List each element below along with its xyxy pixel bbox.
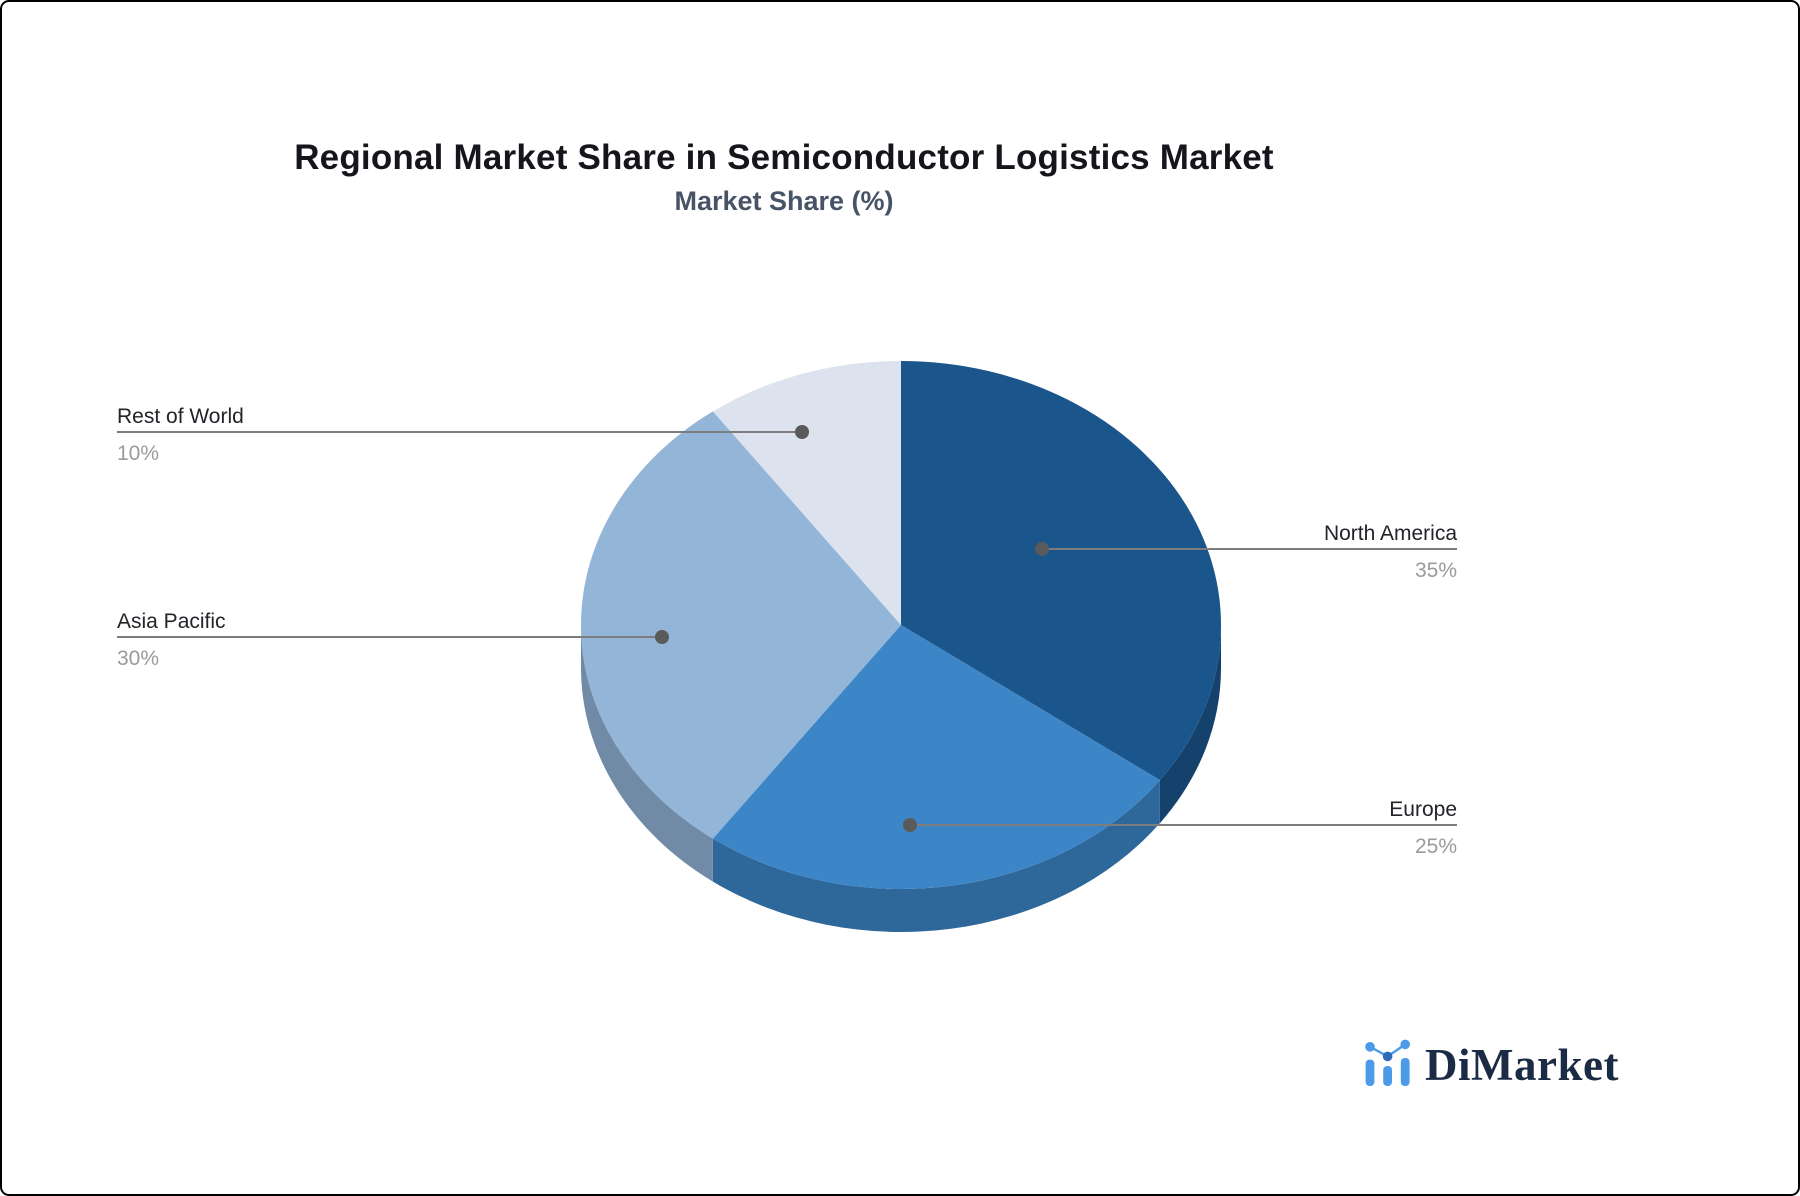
- slice-pct-asia-pacific: 30%: [117, 647, 159, 670]
- brand-logo: DiMarket: [1364, 1036, 1619, 1088]
- pie-slice-side-north-america: [1159, 625, 1221, 824]
- slice-pct-europe: 25%: [1415, 835, 1457, 858]
- chart-subtitle: Market Share (%): [674, 186, 894, 216]
- slice-label-rest-of-world: Rest of World: [117, 405, 244, 428]
- slice-label-north-america: North America: [1324, 522, 1457, 545]
- pie-slice-rest-of-world: [712, 361, 901, 625]
- label-dot-europe: [903, 818, 917, 832]
- slice-label-asia-pacific: Asia Pacific: [117, 610, 226, 633]
- pie-slice-asia-pacific: [581, 411, 901, 839]
- slice-label-europe: Europe: [1389, 798, 1457, 821]
- pie-slice-side-asia-pacific: [581, 625, 713, 882]
- logo-text: DiMarket: [1425, 1040, 1619, 1090]
- pie-top-faces: [581, 361, 1222, 890]
- pie-depth-walls: [581, 625, 1221, 933]
- bar-chart-with-trend-line-icon: [1365, 1039, 1410, 1086]
- pie-labels: North America 35% Europe 25% Asia Pacific 30%…: [117, 405, 1457, 858]
- pie-slice-north-america: [901, 361, 1222, 781]
- pie-slice-side-europe: [712, 780, 1160, 933]
- pie-slice-europe: [712, 625, 1160, 890]
- label-dot-rest-of-world: [795, 425, 809, 439]
- slice-pct-north-america: 35%: [1415, 559, 1457, 582]
- chart-title: Regional Market Share in Semiconductor L…: [294, 138, 1274, 177]
- slice-pct-rest-of-world: 10%: [117, 442, 159, 465]
- trend-dot-mid: [1382, 1051, 1393, 1062]
- trend-dot-left: [1365, 1042, 1375, 1052]
- label-dot-asia-pacific: [655, 630, 669, 644]
- trend-dot-right: [1400, 1039, 1410, 1050]
- label-dot-north-america: [1035, 542, 1049, 556]
